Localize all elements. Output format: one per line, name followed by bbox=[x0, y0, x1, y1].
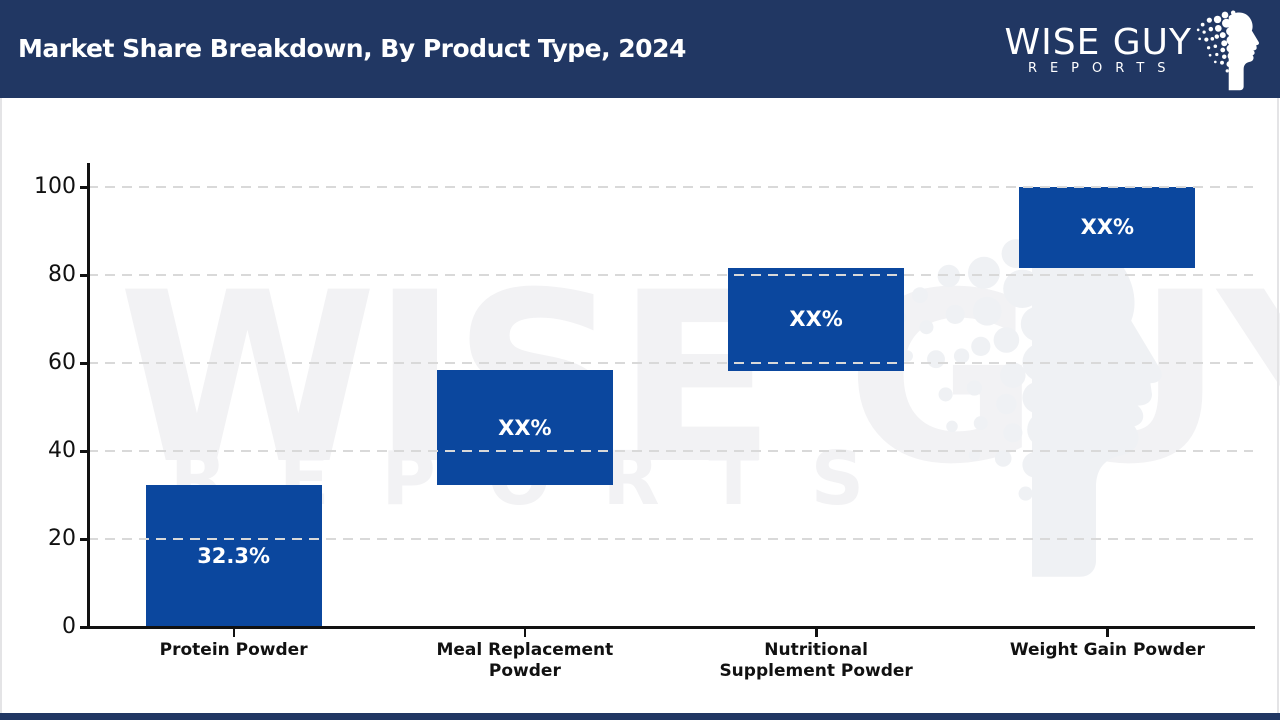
x-axis-label-nutritional-supplement-powder: Nutritional Supplement Powder bbox=[719, 640, 913, 682]
logo-subtitle: REPORTS bbox=[1027, 61, 1179, 77]
x-tick-mark bbox=[815, 629, 818, 637]
bar-weight-gain-powder: XX% bbox=[1019, 187, 1196, 268]
y-tick-label: 0 bbox=[62, 614, 76, 639]
wiseguy-logo-text: WISE GUY REPORTS bbox=[1004, 21, 1193, 77]
x-axis-label-protein-powder: Protein Powder bbox=[159, 640, 308, 660]
footer-band bbox=[0, 713, 1280, 720]
gridline-20 bbox=[88, 538, 1253, 540]
y-tick-mark bbox=[80, 538, 88, 541]
figure-left-border bbox=[0, 98, 2, 713]
gridline-40 bbox=[88, 450, 1253, 452]
gridline-60 bbox=[88, 362, 1253, 364]
y-tick-mark bbox=[80, 626, 88, 629]
bar-value-label: XX% bbox=[498, 415, 552, 440]
figure-right-border bbox=[1277, 98, 1279, 713]
y-tick-label: 60 bbox=[48, 350, 76, 375]
x-axis-spine bbox=[87, 626, 1255, 629]
bar-nutritional-supplement-powder: XX% bbox=[728, 267, 905, 371]
x-axis-label-weight-gain-powder: Weight Gain Powder bbox=[1009, 640, 1205, 660]
y-tick-label: 40 bbox=[48, 438, 76, 463]
bar-value-label: 32.3% bbox=[197, 543, 271, 568]
x-tick-mark bbox=[523, 629, 527, 637]
y-tick-label: 100 bbox=[34, 174, 76, 199]
y-tick-mark bbox=[80, 186, 88, 189]
gridline-100 bbox=[88, 186, 1253, 188]
x-axis-label-meal-replacement-powder: Meal Replacement Powder bbox=[436, 640, 614, 682]
bar-value-label: XX% bbox=[1080, 215, 1135, 240]
wiseguy-logo: WISE GUY REPORTS bbox=[1005, 8, 1265, 92]
y-tick-mark bbox=[80, 274, 88, 277]
logo-wordmark: WISE GUY bbox=[1004, 21, 1192, 63]
bar-value-label: XX% bbox=[789, 307, 843, 332]
plot-area: 32.3% XX% XX% XX% 0 20 40 60 80 100 Protein Powder… bbox=[0, 98, 1280, 713]
chart-title: Market Share Breakdown, By Product Type,… bbox=[18, 34, 686, 63]
x-tick-mark bbox=[1106, 629, 1109, 637]
wiseguy-head-icon bbox=[1196, 10, 1259, 91]
bar-meal-replacement-powder: XX% bbox=[436, 370, 613, 485]
y-tick-mark bbox=[80, 362, 88, 365]
y-tick-label: 20 bbox=[48, 526, 76, 551]
y-tick-mark bbox=[80, 450, 88, 453]
y-tick-label: 80 bbox=[48, 262, 76, 287]
gridline-80 bbox=[88, 274, 1253, 276]
x-tick-mark bbox=[232, 629, 236, 637]
y-axis-spine bbox=[87, 163, 90, 629]
header-band: Market Share Breakdown, By Product Type,… bbox=[0, 0, 1280, 98]
bar-protein-powder: 32.3% bbox=[145, 484, 322, 627]
